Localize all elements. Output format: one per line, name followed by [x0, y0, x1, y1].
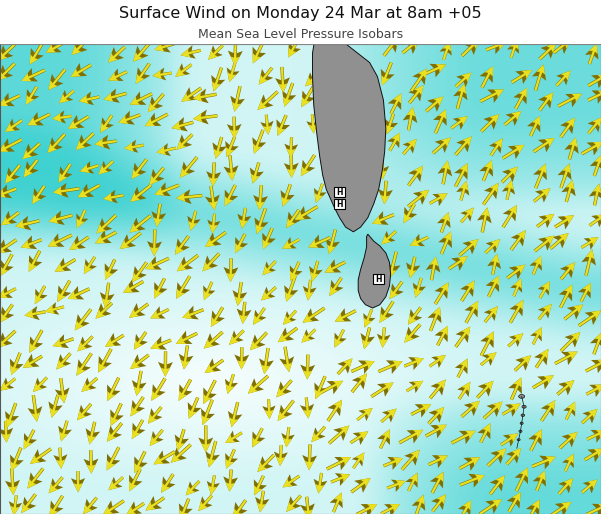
FancyBboxPatch shape — [334, 199, 345, 209]
Ellipse shape — [519, 430, 522, 432]
Text: H: H — [337, 188, 343, 197]
Ellipse shape — [517, 439, 520, 440]
Text: Mean Sea Level Pressure Isobars: Mean Sea Level Pressure Isobars — [198, 28, 403, 42]
Ellipse shape — [519, 395, 525, 398]
FancyBboxPatch shape — [334, 187, 345, 197]
Ellipse shape — [521, 414, 525, 416]
Text: Surface Wind on Monday 24 Mar at 8am +05: Surface Wind on Monday 24 Mar at 8am +05 — [119, 7, 482, 22]
Ellipse shape — [520, 422, 523, 425]
Polygon shape — [313, 34, 386, 232]
Ellipse shape — [522, 406, 526, 408]
Text: H: H — [376, 275, 382, 284]
Polygon shape — [358, 234, 391, 308]
Text: H: H — [337, 199, 343, 209]
FancyBboxPatch shape — [373, 274, 384, 284]
